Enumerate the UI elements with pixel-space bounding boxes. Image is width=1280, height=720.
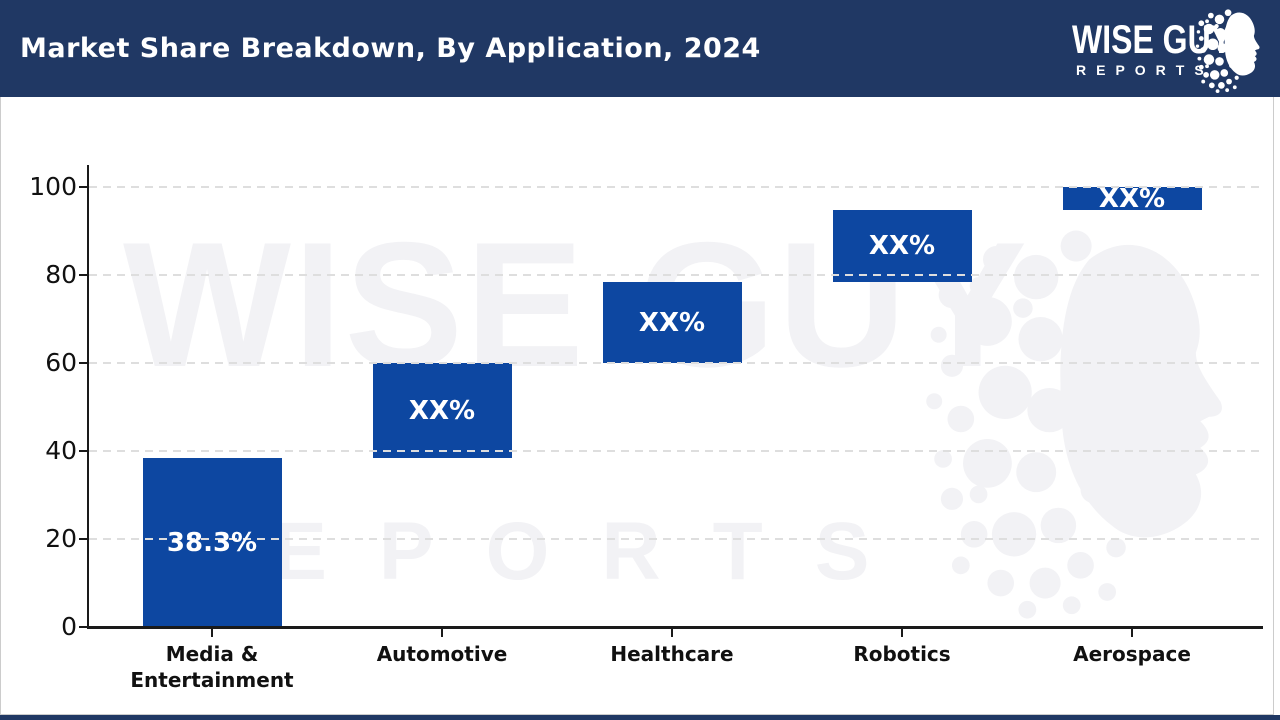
watermark-wordmark: WISE GUY <box>123 205 1030 404</box>
gridline <box>89 450 1263 452</box>
y-tick-label: 40 <box>45 436 77 465</box>
bar-value-label: XX% <box>638 307 706 338</box>
x-tick-label: Aerospace <box>1073 642 1191 666</box>
plot-area: 0 20 40 60 80 100 38.3% Media & Entertainment XX… <box>1 97 1273 714</box>
y-axis-tick <box>79 626 88 628</box>
y-axis-tick <box>79 538 88 540</box>
gridline <box>89 274 1263 276</box>
footer-bar <box>0 715 1280 720</box>
head-profile-logo-icon <box>1195 9 1260 94</box>
x-tick-label: Media & Entertainment <box>130 642 294 692</box>
y-tick-label: 80 <box>45 260 77 289</box>
gridline <box>89 186 1263 188</box>
x-axis-tick <box>671 629 673 637</box>
bar-value-label: XX% <box>408 395 476 426</box>
x-tick-label: Automotive <box>376 642 508 666</box>
x-axis-spine <box>87 626 1263 629</box>
bar-segment <box>142 458 282 627</box>
bar-value-label: XX% <box>868 231 936 262</box>
x-axis-tick <box>441 629 443 637</box>
gridline <box>89 362 1263 364</box>
y-axis-spine <box>87 165 89 629</box>
y-tick-label: 100 <box>29 172 77 201</box>
header-bar: Market Share Breakdown, By Application, … <box>0 0 1280 97</box>
x-axis-tick <box>211 629 213 637</box>
x-axis-tick <box>1131 629 1133 637</box>
bar-segment <box>1062 187 1202 211</box>
bar-segment <box>832 210 972 283</box>
bar-segment <box>372 363 512 459</box>
y-axis-tick <box>79 362 88 364</box>
chart-panel: WISE GUY REPORTS 0 20 40 60 80 100 38.3% Media … <box>0 97 1274 715</box>
y-axis-tick <box>79 450 88 452</box>
y-axis-tick <box>79 274 88 276</box>
y-tick-label: 20 <box>45 524 77 553</box>
x-axis-tick <box>901 629 903 637</box>
x-tick-label: Robotics <box>853 642 951 666</box>
bar-value-label: 38.3% <box>166 527 258 558</box>
brand-logo: WISE GUY REPORTS <box>1030 0 1270 97</box>
logo-subtitle: REPORTS <box>1076 62 1214 78</box>
page-title: Market Share Breakdown, By Application, … <box>20 33 761 64</box>
y-tick-label: 0 <box>61 612 77 641</box>
y-axis-tick <box>79 186 88 188</box>
bar-segment <box>602 282 742 363</box>
gridline <box>89 538 1263 540</box>
bar-value-label: XX% <box>1098 183 1166 214</box>
x-tick-label: Healthcare <box>610 642 734 666</box>
watermark-head-icon <box>926 230 1222 619</box>
y-tick-label: 60 <box>45 348 77 377</box>
